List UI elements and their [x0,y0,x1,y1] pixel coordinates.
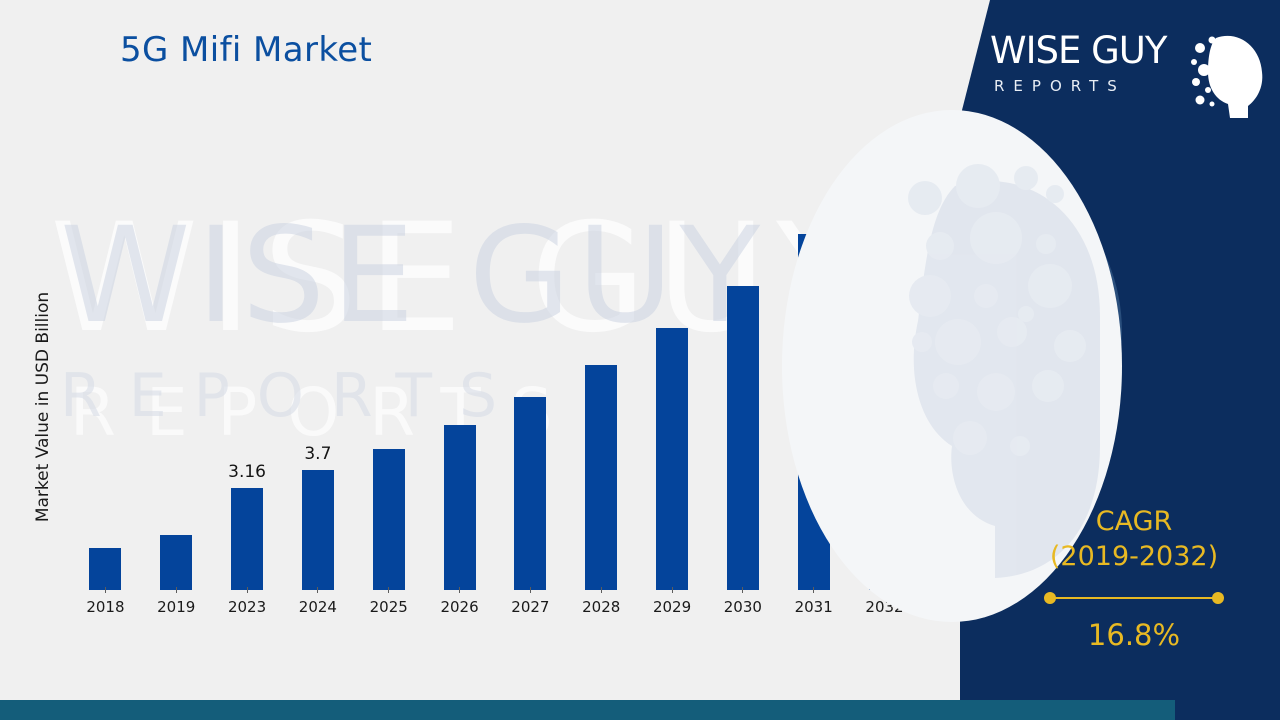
cagr-title: CAGR [1095,506,1173,537]
cagr-range: (2019-2032) [1049,540,1219,572]
x-tick: 2023 [212,587,283,616]
bar-slot [495,153,566,590]
cagr-block: CAGR (2019-2032) 16.8% [1000,505,1268,652]
x-tick: 2018 [70,587,141,616]
x-tick-label: 2023 [227,598,267,616]
tick-mark [813,587,815,593]
footer-strip [0,700,1175,720]
bar-value-label: 3.7 [304,444,332,464]
x-tick: 2029 [637,587,708,616]
cagr-value: 16.8% [1087,618,1181,653]
tick-mark [671,587,673,593]
x-tick-label: 2029 [652,598,692,616]
bar [443,425,476,590]
tick-mark [600,587,602,593]
bar [514,397,547,590]
x-tick: 2019 [141,587,212,616]
tick-mark [317,587,319,593]
x-tick: 2025 [353,587,424,616]
bar-slot: 3.7 [282,153,353,590]
x-tick-label: 2027 [511,598,550,616]
bar [301,470,334,590]
x-tick-label: 2031 [794,598,833,616]
x-tick: 2024 [282,587,353,616]
dotted-head-icon [908,164,1100,578]
tick-mark [104,587,106,593]
x-tick-label: 2024 [298,598,337,616]
tick-mark [388,587,390,593]
bar-value-label: 3.16 [228,462,266,482]
bar [89,548,122,590]
panel-notch [960,0,990,118]
y-axis-label-text: Market Value in USD Billion [33,291,54,523]
bar [372,449,405,590]
bar [656,328,689,590]
x-tick-label: 2019 [157,598,196,616]
brand-logo: WISE GUY REPORTS [990,32,1270,122]
bar-slot [566,153,637,590]
x-tick: 2030 [707,587,778,616]
cagr-divider [1044,592,1224,605]
x-tick: 2028 [566,587,637,616]
brand-logo-main: WISE GUY [990,29,1167,72]
x-tick-label: 2028 [582,598,621,616]
x-tick-label: 2018 [86,598,125,616]
cagr-divider-dot-right [1212,592,1224,605]
bar-slot [141,153,212,590]
tick-mark [529,587,531,593]
logo-head-icon [1191,35,1263,118]
bar [231,488,264,590]
bar-slot [707,153,778,590]
x-tick-label: 2025 [369,598,408,616]
bar [585,365,618,590]
tick-mark [459,587,461,593]
decorative-circle [782,110,1122,622]
x-tick: 2026 [424,587,495,616]
x-axis: 2018 2019 2023 2024 2025 2026 2027 2028 2029 2030… [70,587,920,616]
bar-slot [70,153,141,590]
y-axis-label: Market Value in USD Billion [28,232,58,582]
bar-slot: 3.16 [212,153,283,590]
bar [726,286,759,590]
x-tick-label: 2026 [440,598,479,616]
page-title: 5G Mifi Market [120,30,373,70]
bar-slot [424,153,495,590]
tick-mark [742,587,744,593]
tick-mark [246,587,248,593]
bar-slot [637,153,708,590]
tick-mark [175,587,177,593]
bar-slot [353,153,424,590]
x-tick-label: 2030 [723,598,762,616]
bar [160,535,193,590]
brand-logo-sub: REPORTS [994,77,1126,95]
x-tick: 2031 [778,587,849,616]
x-tick: 2027 [495,587,566,616]
cagr-divider-line [1050,597,1218,600]
